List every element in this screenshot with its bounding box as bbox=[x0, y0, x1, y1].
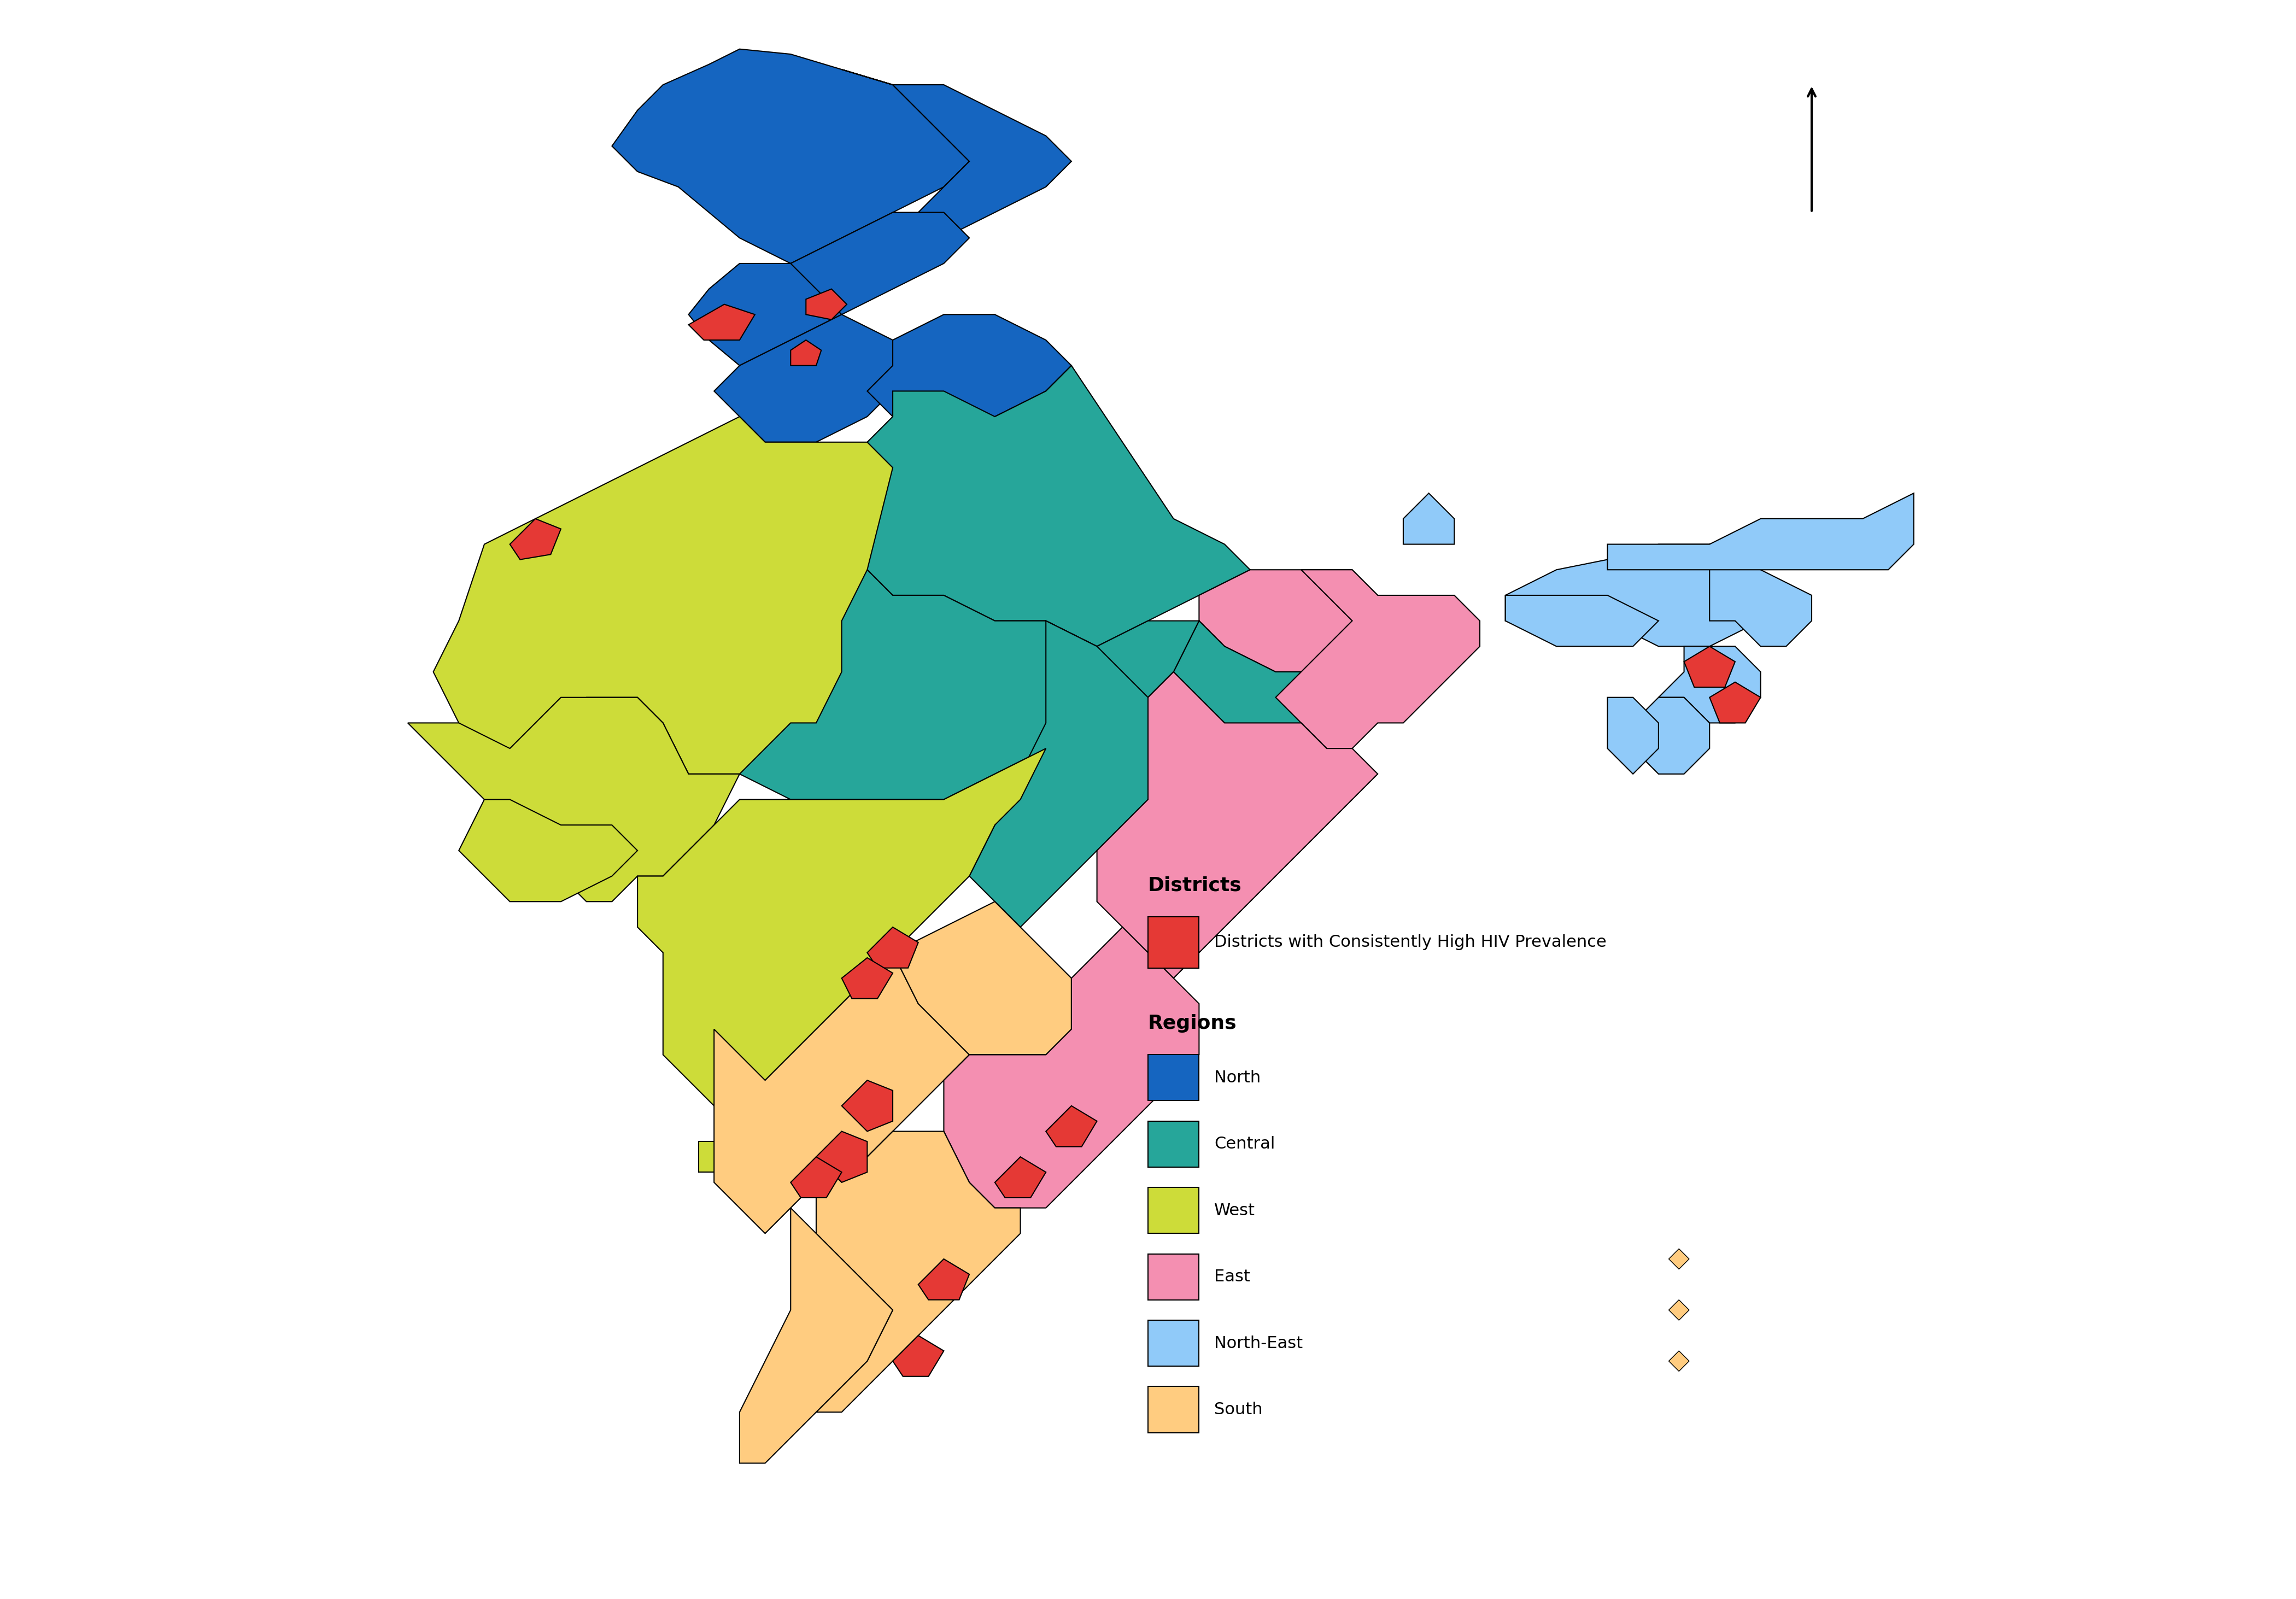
Polygon shape bbox=[1148, 1188, 1199, 1233]
Polygon shape bbox=[1148, 1121, 1199, 1167]
Polygon shape bbox=[815, 1132, 1019, 1412]
Text: Districts: Districts bbox=[1148, 876, 1242, 895]
Polygon shape bbox=[944, 927, 1199, 1207]
Polygon shape bbox=[856, 473, 882, 499]
Polygon shape bbox=[739, 1207, 893, 1463]
Polygon shape bbox=[689, 264, 843, 366]
Polygon shape bbox=[714, 315, 893, 443]
Polygon shape bbox=[1277, 569, 1481, 748]
Polygon shape bbox=[1173, 620, 1403, 748]
Text: West: West bbox=[1215, 1202, 1256, 1218]
Polygon shape bbox=[1711, 544, 1812, 646]
Polygon shape bbox=[1199, 569, 1403, 672]
Polygon shape bbox=[918, 1258, 969, 1300]
Polygon shape bbox=[790, 341, 822, 366]
Polygon shape bbox=[790, 213, 969, 315]
Polygon shape bbox=[969, 620, 1224, 927]
Polygon shape bbox=[893, 1335, 944, 1377]
Polygon shape bbox=[843, 366, 1249, 646]
Polygon shape bbox=[1148, 1055, 1199, 1100]
Text: North: North bbox=[1215, 1070, 1261, 1086]
Polygon shape bbox=[689, 304, 755, 341]
Text: Central: Central bbox=[1215, 1137, 1274, 1151]
Polygon shape bbox=[1506, 544, 1786, 646]
Polygon shape bbox=[1669, 1300, 1690, 1321]
Text: North-East: North-East bbox=[1215, 1335, 1304, 1351]
Polygon shape bbox=[843, 1081, 893, 1132]
Polygon shape bbox=[843, 958, 893, 999]
Polygon shape bbox=[434, 417, 893, 774]
Polygon shape bbox=[1506, 595, 1658, 646]
Polygon shape bbox=[994, 1156, 1047, 1198]
Polygon shape bbox=[510, 518, 560, 560]
Text: South: South bbox=[1215, 1402, 1263, 1417]
Polygon shape bbox=[698, 1142, 723, 1172]
Polygon shape bbox=[409, 697, 739, 902]
Polygon shape bbox=[714, 953, 969, 1233]
Polygon shape bbox=[806, 289, 847, 320]
Polygon shape bbox=[1148, 1386, 1199, 1433]
Polygon shape bbox=[1711, 683, 1761, 723]
Text: Regions: Regions bbox=[1148, 1014, 1238, 1033]
Polygon shape bbox=[1403, 492, 1453, 544]
Polygon shape bbox=[868, 315, 1072, 417]
Polygon shape bbox=[815, 1132, 868, 1182]
Polygon shape bbox=[790, 1156, 843, 1198]
Polygon shape bbox=[1148, 1254, 1199, 1300]
Polygon shape bbox=[1148, 916, 1199, 967]
Polygon shape bbox=[1607, 697, 1658, 774]
Polygon shape bbox=[1669, 1351, 1690, 1372]
Polygon shape bbox=[1658, 646, 1761, 723]
Polygon shape bbox=[1148, 1321, 1199, 1366]
Polygon shape bbox=[1683, 646, 1736, 688]
Polygon shape bbox=[843, 69, 1072, 238]
Polygon shape bbox=[1047, 1107, 1097, 1146]
Polygon shape bbox=[638, 748, 1047, 1107]
Polygon shape bbox=[893, 902, 1072, 1055]
Polygon shape bbox=[613, 50, 969, 264]
Text: East: East bbox=[1215, 1270, 1251, 1284]
Polygon shape bbox=[689, 569, 1199, 800]
Polygon shape bbox=[1632, 697, 1711, 774]
Polygon shape bbox=[459, 800, 638, 902]
Polygon shape bbox=[868, 927, 918, 967]
Polygon shape bbox=[1607, 492, 1915, 569]
Polygon shape bbox=[1097, 672, 1378, 979]
Text: Districts with Consistently High HIV Prevalence: Districts with Consistently High HIV Pre… bbox=[1215, 934, 1607, 950]
Polygon shape bbox=[1669, 1249, 1690, 1270]
